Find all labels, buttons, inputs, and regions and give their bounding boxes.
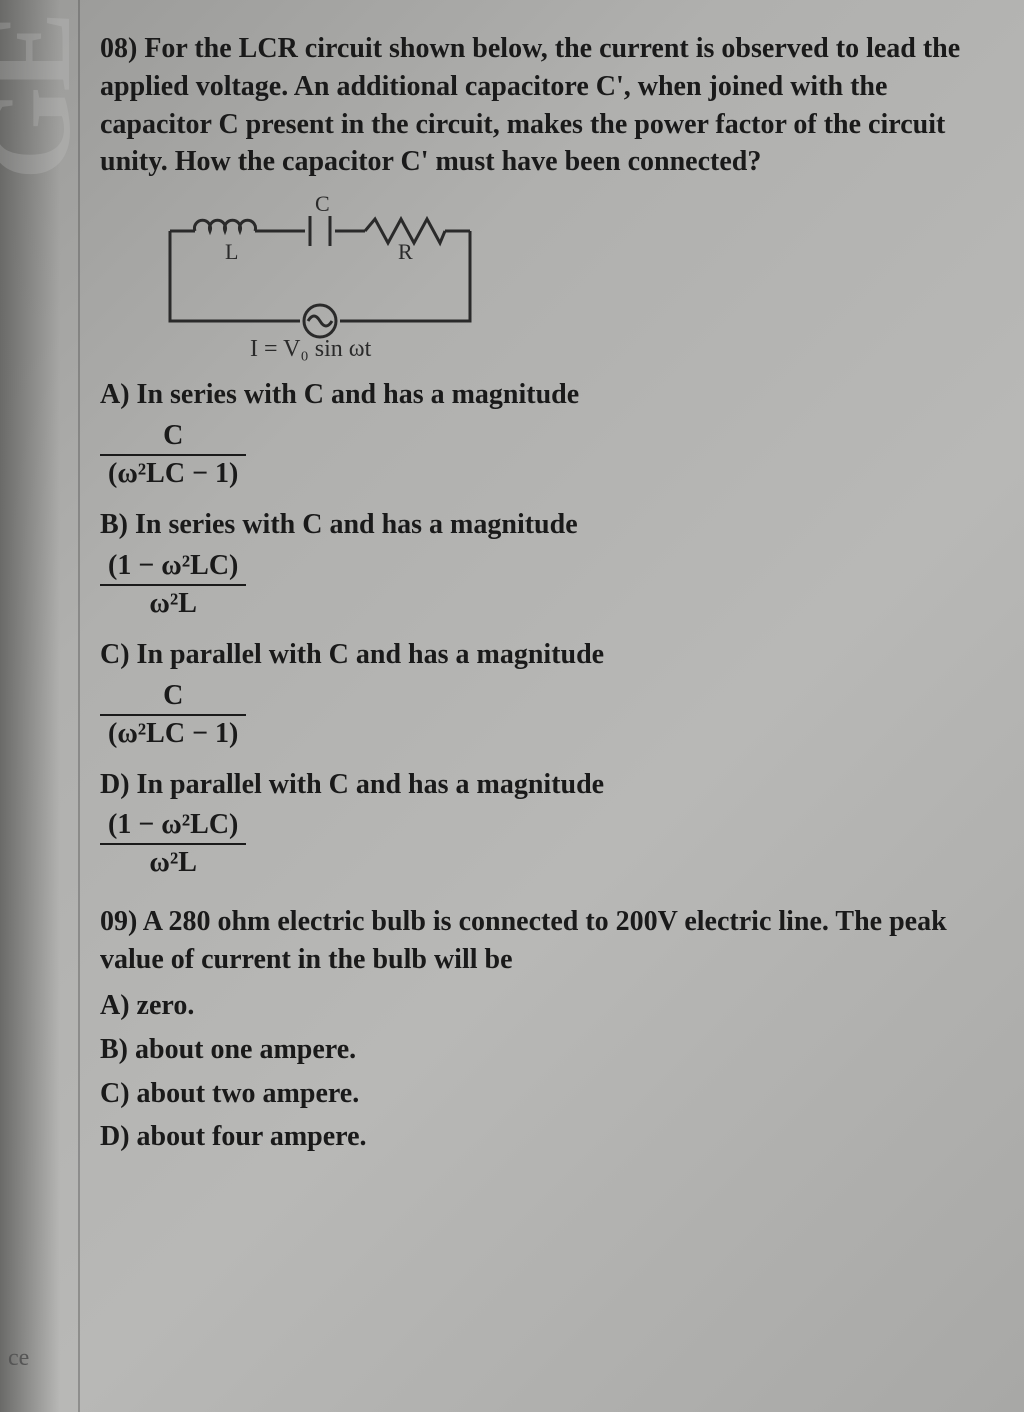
q08-c-text: In parallel with C and has a magnitude [137,639,605,670]
q09-option-d: D) about four ampere. [100,1118,974,1156]
q08-b-label: B) [100,509,128,540]
q09-option-c: C) about two ampere. [100,1075,974,1113]
q08-text: 08) For the LCR circuit shown below, the… [100,30,974,181]
q08-d-fraction: (1 − ω²LC) ω²L [100,809,246,879]
margin-label: ce [8,1345,29,1372]
q08-a-text: In series with C and has a magnitude [137,379,580,410]
q09-a-text: zero. [137,990,195,1021]
q08-a-num: C [100,420,246,454]
q08-d-den: ω²L [100,843,246,879]
q08-circuit: L C R I = V₀ sin ωt [140,191,974,366]
q09-d-text: about four ampere. [137,1121,367,1152]
q09-d-label: D) [100,1121,130,1152]
resistor-label: R [398,239,413,264]
source-label: I = V₀ sin ωt [250,336,372,361]
q08-d-num: (1 − ω²LC) [100,809,246,843]
q08-d-label: D) [100,769,130,800]
q09-body: A 280 ohm electric bulb is connected to … [100,906,947,975]
q08-c-num: C [100,680,246,714]
q08-b-num: (1 − ω²LC) [100,550,246,584]
watermark: GE [0,17,98,180]
q08-c-label: C) [100,639,130,670]
q08-option-a: A) In series with C and has a magnitude [100,376,974,414]
q09-c-label: C) [100,1078,130,1109]
q09-b-label: B) [100,1034,128,1065]
q09-a-label: A) [100,990,130,1021]
q09-b-text: about one ampere. [135,1034,356,1065]
q08-number: 08) [100,33,137,64]
q08-option-d: D) In parallel with C and has a magnitud… [100,766,974,804]
q08-b-text: In series with C and has a magnitude [135,509,578,540]
q09-number: 09) [100,906,137,937]
q09-c-text: about two ampere. [137,1078,360,1109]
q08-d-text: In parallel with C and has a magnitude [137,769,605,800]
capacitor-label: C [315,191,330,216]
q08-b-fraction: (1 − ω²LC) ω²L [100,550,246,620]
q08-b-den: ω²L [100,584,246,620]
q08-a-label: A) [100,379,130,410]
q08-a-fraction: C (ω²LC − 1) [100,420,246,490]
q09-option-b: B) about one ampere. [100,1031,974,1069]
q08-option-c: C) In parallel with C and has a magnitud… [100,636,974,674]
q08-c-fraction: C (ω²LC − 1) [100,680,246,750]
q08-body: For the LCR circuit shown below, the cur… [100,33,960,177]
page-content: GE 08) For the LCR circuit shown below, … [0,0,1024,1188]
inductor-label: L [225,239,238,264]
q08-c-den: (ω²LC − 1) [100,714,246,750]
q09-option-a: A) zero. [100,987,974,1025]
q08-option-b: B) In series with C and has a magnitude [100,506,974,544]
q09-text: 09) A 280 ohm electric bulb is connected… [100,903,974,979]
q08-a-den: (ω²LC − 1) [100,454,246,490]
circuit-svg: L C R I = V₀ sin ωt [140,191,500,361]
